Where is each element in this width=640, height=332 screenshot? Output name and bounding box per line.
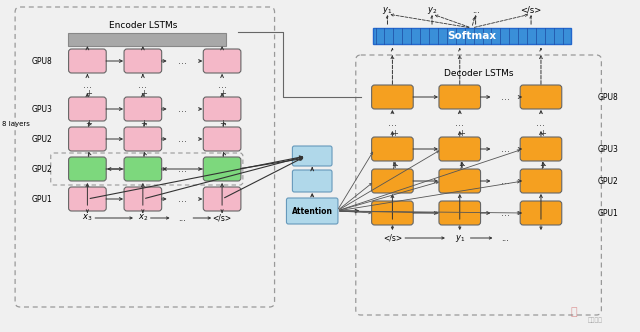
FancyBboxPatch shape (292, 170, 332, 192)
Text: ❌: ❌ (571, 307, 577, 317)
Text: ...: ... (501, 144, 510, 154)
Text: +: + (85, 89, 92, 98)
FancyBboxPatch shape (520, 169, 562, 193)
FancyBboxPatch shape (520, 137, 562, 161)
FancyBboxPatch shape (204, 187, 241, 211)
Text: ...: ... (138, 80, 147, 90)
Text: GPU3: GPU3 (598, 144, 619, 153)
Text: +: + (458, 160, 465, 170)
Text: </s>: </s> (520, 6, 541, 15)
FancyBboxPatch shape (68, 127, 106, 151)
Text: $x_2$: $x_2$ (138, 213, 148, 223)
Text: ...: ... (83, 80, 92, 90)
Text: ...: ... (178, 104, 187, 114)
Text: Decoder LSTMs: Decoder LSTMs (444, 68, 513, 77)
FancyBboxPatch shape (439, 137, 481, 161)
FancyBboxPatch shape (124, 157, 162, 181)
Text: $y_2$: $y_2$ (427, 5, 437, 16)
Text: GPU2: GPU2 (31, 134, 52, 143)
Text: GPU2: GPU2 (598, 177, 619, 186)
Text: Encoder LSTMs: Encoder LSTMs (109, 21, 177, 30)
FancyBboxPatch shape (439, 201, 481, 225)
FancyBboxPatch shape (520, 85, 562, 109)
FancyBboxPatch shape (68, 157, 106, 181)
Text: ...: ... (179, 213, 186, 222)
FancyBboxPatch shape (204, 127, 241, 151)
Text: $x_3$: $x_3$ (82, 213, 93, 223)
Text: 8 layers: 8 layers (2, 121, 30, 127)
FancyBboxPatch shape (287, 198, 338, 224)
FancyBboxPatch shape (439, 169, 481, 193)
Text: GPU1: GPU1 (598, 208, 619, 217)
Text: +: + (140, 119, 147, 127)
Text: +: + (220, 89, 227, 98)
Text: ...: ... (388, 118, 397, 128)
Text: +: + (85, 119, 92, 127)
Text: $y_1$: $y_1$ (454, 232, 465, 243)
Text: ...: ... (455, 118, 464, 128)
Text: ...: ... (178, 164, 187, 174)
Text: +: + (220, 119, 227, 127)
Text: GPU8: GPU8 (598, 93, 619, 102)
Text: 创新互联: 创新互联 (588, 317, 603, 323)
Text: </s>: </s> (212, 213, 232, 222)
FancyBboxPatch shape (204, 97, 241, 121)
FancyBboxPatch shape (124, 97, 162, 121)
FancyBboxPatch shape (124, 127, 162, 151)
Text: Softmax: Softmax (447, 31, 496, 41)
Text: ...: ... (501, 208, 510, 218)
FancyBboxPatch shape (439, 85, 481, 109)
Text: ...: ... (536, 118, 545, 128)
Text: GPU2: GPU2 (31, 164, 52, 174)
Text: ...: ... (501, 92, 510, 102)
Text: </s>: </s> (383, 233, 402, 242)
Text: +: + (391, 128, 398, 137)
FancyBboxPatch shape (204, 49, 241, 73)
Text: ...: ... (178, 134, 187, 144)
Text: GPU1: GPU1 (31, 195, 52, 204)
Text: ...: ... (178, 194, 187, 204)
FancyBboxPatch shape (68, 49, 106, 73)
FancyBboxPatch shape (520, 201, 562, 225)
Text: GPU8: GPU8 (31, 56, 52, 65)
Text: +: + (140, 89, 147, 98)
FancyBboxPatch shape (372, 169, 413, 193)
FancyBboxPatch shape (68, 187, 106, 211)
FancyBboxPatch shape (372, 137, 413, 161)
Text: +: + (540, 160, 547, 170)
Text: ...: ... (501, 233, 509, 242)
FancyBboxPatch shape (204, 157, 241, 181)
Text: +: + (391, 160, 398, 170)
FancyBboxPatch shape (292, 146, 332, 166)
Text: $y_1$: $y_1$ (382, 5, 392, 16)
FancyBboxPatch shape (124, 49, 162, 73)
FancyBboxPatch shape (68, 97, 106, 121)
Text: +: + (540, 128, 547, 137)
FancyBboxPatch shape (372, 201, 413, 225)
Text: ...: ... (472, 6, 479, 15)
FancyBboxPatch shape (372, 85, 413, 109)
Bar (68, 33, 226, 46)
Text: ...: ... (178, 56, 187, 66)
Text: +: + (458, 128, 465, 137)
Text: ...: ... (501, 176, 510, 186)
Text: Attention: Attention (292, 207, 333, 215)
Bar (372, 28, 571, 44)
FancyBboxPatch shape (124, 187, 162, 211)
Text: ...: ... (218, 80, 227, 90)
Text: GPU3: GPU3 (31, 105, 52, 114)
